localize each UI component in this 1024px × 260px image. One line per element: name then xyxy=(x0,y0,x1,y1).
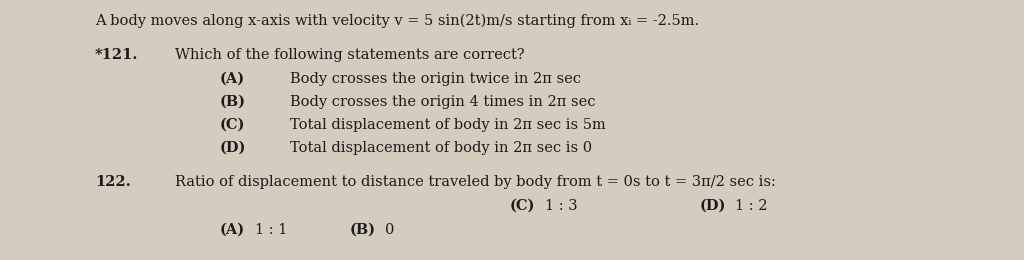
Text: Which of the following statements are correct?: Which of the following statements are co… xyxy=(175,48,524,62)
Text: 1 : 3: 1 : 3 xyxy=(545,199,578,213)
Text: 1 : 2: 1 : 2 xyxy=(735,199,768,213)
Text: Total displacement of body in 2π sec is 5m: Total displacement of body in 2π sec is … xyxy=(290,118,606,132)
Text: (C): (C) xyxy=(220,118,246,132)
Text: Body crosses the origin twice in 2π sec: Body crosses the origin twice in 2π sec xyxy=(290,72,581,86)
Text: (B): (B) xyxy=(350,223,376,237)
Text: A body moves along x-axis with velocity v = 5 sin(2t)m/s starting from xᵢ = -2.5: A body moves along x-axis with velocity … xyxy=(95,14,699,28)
Text: (A): (A) xyxy=(220,223,245,237)
Text: 122.: 122. xyxy=(95,175,131,189)
Text: (C): (C) xyxy=(510,199,536,213)
Text: *121.: *121. xyxy=(95,48,138,62)
Text: (B): (B) xyxy=(220,95,246,109)
Text: Body crosses the origin 4 times in 2π sec: Body crosses the origin 4 times in 2π se… xyxy=(290,95,596,109)
Text: Total displacement of body in 2π sec is 0: Total displacement of body in 2π sec is … xyxy=(290,141,592,155)
Text: Ratio of displacement to distance traveled by body from t = 0s to t = 3π/2 sec i: Ratio of displacement to distance travel… xyxy=(175,175,776,189)
Text: (D): (D) xyxy=(220,141,247,155)
Text: (A): (A) xyxy=(220,72,245,86)
Text: 1 : 1: 1 : 1 xyxy=(255,223,288,237)
Text: (D): (D) xyxy=(700,199,726,213)
Text: 0: 0 xyxy=(385,223,394,237)
